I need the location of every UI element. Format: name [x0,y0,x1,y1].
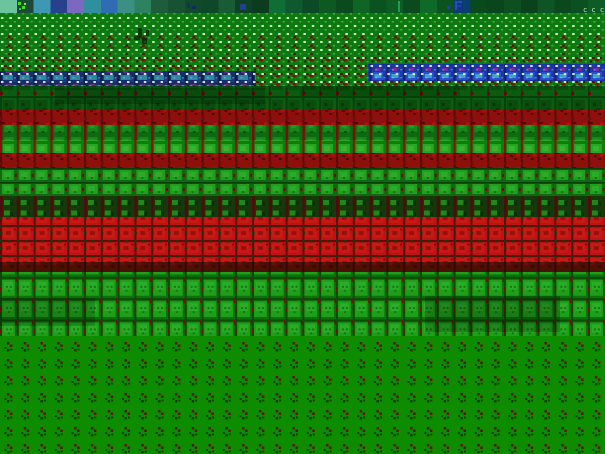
glitch-top-block [302,0,320,13]
glitch-top-block [571,0,589,13]
glitch-top-block [420,0,438,13]
band-green-blob-field [0,272,605,336]
glitch-artifact [24,3,26,5]
glitch-top-block [268,0,287,13]
band-green-red-tiles [0,125,605,140]
glitch-top-block [0,0,18,13]
glitch-artifact [461,8,463,10]
glitch-artifact [455,1,457,10]
band-red-streak-1 [0,110,605,125]
glitch-artifact [457,5,461,7]
glitch-artifact [134,36,140,40]
glitch-artifact [192,6,196,9]
glitch-top-block [453,0,471,13]
glitch-top-block [100,0,119,13]
band-dark-grid [0,196,605,217]
glitch-top-block [554,0,572,13]
glitch-artifact [146,30,149,36]
glitch-top-block [487,0,505,13]
band-green-blob-rows [0,168,605,196]
glitch-top-block [520,0,539,13]
glitch-top-block [403,0,421,13]
glitch-top-block [33,0,51,13]
glitch-artifact [187,3,190,8]
glitch-top-block [117,0,135,13]
glitch-artifact [142,38,147,44]
glitch-artifact [447,6,450,9]
glitch-artifact [398,1,400,12]
glitch-top-block [16,0,35,13]
glitch-artifact [138,28,142,38]
glitch-top-block [252,0,270,13]
glitch-top-block [134,0,152,13]
glitch-top-block [537,0,555,13]
glitch-top-block [168,0,186,13]
glitch-artifact-text: c c c [583,6,604,14]
glitch-top-block [285,0,303,13]
band-red-streak-2 [0,153,605,168]
band-bright-red [0,217,605,262]
glitch-top-block [201,0,219,13]
glitch-artifact [240,4,246,10]
band-glyph-grid [0,336,605,454]
band-bright-blob-row [0,140,605,153]
glitch-top-block [504,0,522,13]
glitch-top-block [336,0,354,13]
glitch-top-block [588,0,605,13]
glitch-top-block [369,0,387,13]
glitch-top-block [470,0,488,13]
glitch-top-block [84,0,102,13]
glitch-artifact [22,6,25,9]
glitch-top-block [218,0,236,13]
glitch-artifact [0,298,95,326]
glitch-top-block [151,0,169,13]
glitch-artifact [55,88,265,104]
glitch-artifact [425,296,560,332]
glitch-top-block [67,0,85,13]
glitch-top-block [50,0,68,13]
band-dark-green-tiles [0,86,605,110]
glitch-top-block [352,0,371,13]
glitch-artifact [457,1,462,3]
glitch-top-block [319,0,337,13]
band-dot-rows [0,13,605,86]
glitch-artifact [19,8,21,10]
glitch-top-block [436,0,455,13]
glitch-artifact [18,2,21,5]
glitch-artifact [300,86,460,96]
glitch-top-block [386,0,404,13]
band-maroon-row [0,262,605,272]
